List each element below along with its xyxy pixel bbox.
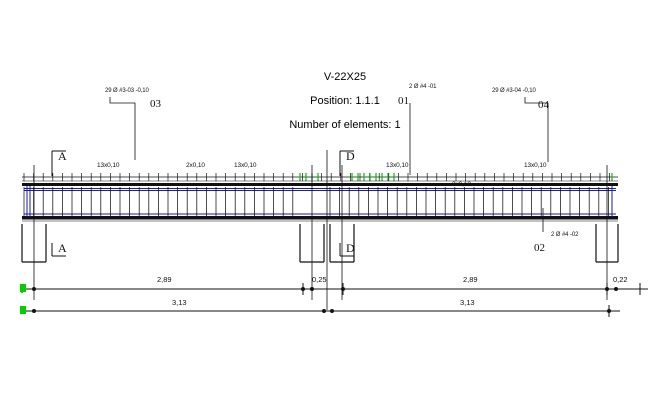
dimension-1-value-3: 2,89 [463,275,478,284]
callout-leaders [109,97,549,232]
stirrup-ruler-ticks [23,173,610,181]
bar-bubble-04: 04 [538,99,549,111]
drawing-title: V-22X25 [323,71,367,83]
rebar-end-hooks [26,186,613,217]
dimension-2-value-2: 3,13 [460,298,475,307]
section-mark-d-top: D [346,149,355,163]
stirrup-spacing-1: 13x0,10 [97,162,120,169]
center-axes [33,150,608,310]
section-mark-d [339,150,354,257]
support-stubs [21,224,619,263]
dimension-chain-2 [20,305,620,317]
dimension-2-value-1: 3,13 [172,298,187,307]
bar-bubble-03: 03 [150,98,161,110]
stirrup-spacing-5: 13x0,10 [524,162,547,169]
dimension-1-value-2: 0,25 [312,275,327,284]
elements-count-label: Number of elements: 1 [289,119,401,131]
stirrup-spacing-2: 2x0,10 [186,162,205,169]
section-mark-d-bottom: D [346,241,355,255]
beam-outline [22,180,618,222]
section-mark-a-bottom: A [58,241,67,255]
dimension-1-value-4: 0,22 [613,275,628,284]
section-mark-a [51,150,66,257]
dimension-1-value-1: 2,89 [157,275,172,284]
bar-bubble-02: 02 [534,242,545,254]
stirrup-spacing-lower: 2x0,10 [452,181,471,188]
bar-callout-01-text: 2 Ø #4 -01 [409,84,437,90]
section-mark-a-top: A [58,149,67,163]
position-label: Position: 1.1.1 [310,95,380,107]
dimension-chain-1 [20,283,648,295]
bar-callout-03-text: 29 Ø #3-03 -0,10 [105,88,149,94]
bar-callout-02-text: 2 Ø #4 -02 [551,232,579,238]
longitudinal-rebar-blue [24,187,616,215]
stirrup-spacing-3: 13x0,10 [234,162,257,169]
stirrups [23,187,609,216]
bar-bubble-01: 01 [398,95,409,107]
bar-callout-04-text: 29 Ø #3-04 -0,10 [492,88,536,94]
stirrup-spacing-4: 13x0,10 [386,162,409,169]
stirrup-ruler-green-ticks [299,173,613,181]
